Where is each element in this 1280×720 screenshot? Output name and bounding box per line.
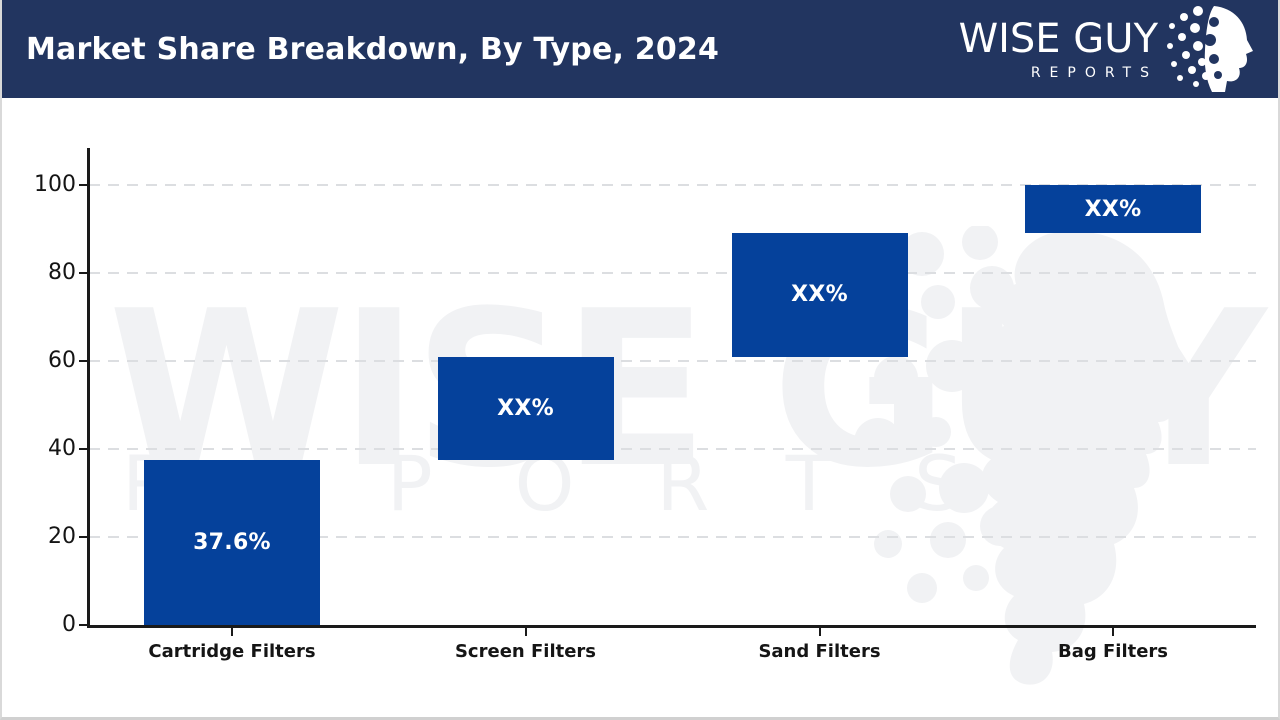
bar-value-label: XX% bbox=[497, 395, 554, 421]
x-category-label: Screen Filters bbox=[454, 641, 597, 662]
bar-segment-screen-filters: XX% bbox=[437, 356, 614, 460]
x-axis-line bbox=[87, 625, 1256, 628]
y-axis-line bbox=[87, 148, 90, 628]
y-tick-label: 0 bbox=[62, 612, 76, 637]
bar-segment-cartridge-filters: 37.6% bbox=[144, 459, 320, 625]
x-tick-3 bbox=[818, 628, 821, 636]
bar-segment-sand-filters: XX% bbox=[731, 233, 908, 357]
page-title: Market Share Breakdown, By Type, 2024 bbox=[26, 31, 720, 67]
y-tick-40 bbox=[79, 448, 87, 450]
gridline-60 bbox=[89, 360, 1256, 362]
x-category-label: Sand Filters bbox=[758, 641, 881, 662]
header-bar: Market Share Breakdown, By Type, 2024 WI… bbox=[2, 0, 1278, 98]
bar-value-label: 37.6% bbox=[193, 529, 271, 555]
y-tick-80 bbox=[79, 272, 87, 274]
bar-segment-bag-filters: XX% bbox=[1025, 185, 1201, 234]
x-category-label: Bag Filters bbox=[1057, 641, 1169, 662]
brand-logo-text: WISE GUY REPORTS bbox=[959, 19, 1158, 80]
x-category-label: Cartridge Filters bbox=[148, 641, 316, 662]
y-tick-label: 100 bbox=[34, 172, 76, 197]
x-tick-2 bbox=[524, 628, 527, 636]
y-tick-label: 40 bbox=[48, 436, 76, 461]
bar-value-label: XX% bbox=[791, 282, 848, 308]
brand-head-icon bbox=[1167, 6, 1253, 92]
y-tick-label: 60 bbox=[48, 348, 76, 373]
y-tick-label: 80 bbox=[48, 260, 76, 285]
y-tick-20 bbox=[79, 536, 87, 538]
x-tick-4 bbox=[1112, 628, 1114, 636]
brand-name: WISE GUY bbox=[958, 15, 1158, 62]
y-tick-100 bbox=[79, 184, 87, 186]
gridline-20 bbox=[89, 536, 1256, 538]
bar-value-label: XX% bbox=[1084, 196, 1142, 222]
gridline-100 bbox=[89, 184, 1256, 186]
chart-area: WISE GUY REPORTS 0 20 40 60 80 100 37.6% XX% XX%… bbox=[2, 98, 1278, 717]
gridline-40 bbox=[89, 448, 1256, 450]
gridline-80 bbox=[89, 272, 1256, 274]
y-tick-60 bbox=[79, 360, 87, 362]
brand-subtitle: REPORTS bbox=[1030, 64, 1158, 81]
y-tick-0 bbox=[79, 624, 87, 626]
x-tick-1 bbox=[231, 628, 233, 636]
brand-logo: WISE GUY REPORTS bbox=[959, 4, 1254, 94]
y-tick-label: 20 bbox=[48, 524, 76, 549]
